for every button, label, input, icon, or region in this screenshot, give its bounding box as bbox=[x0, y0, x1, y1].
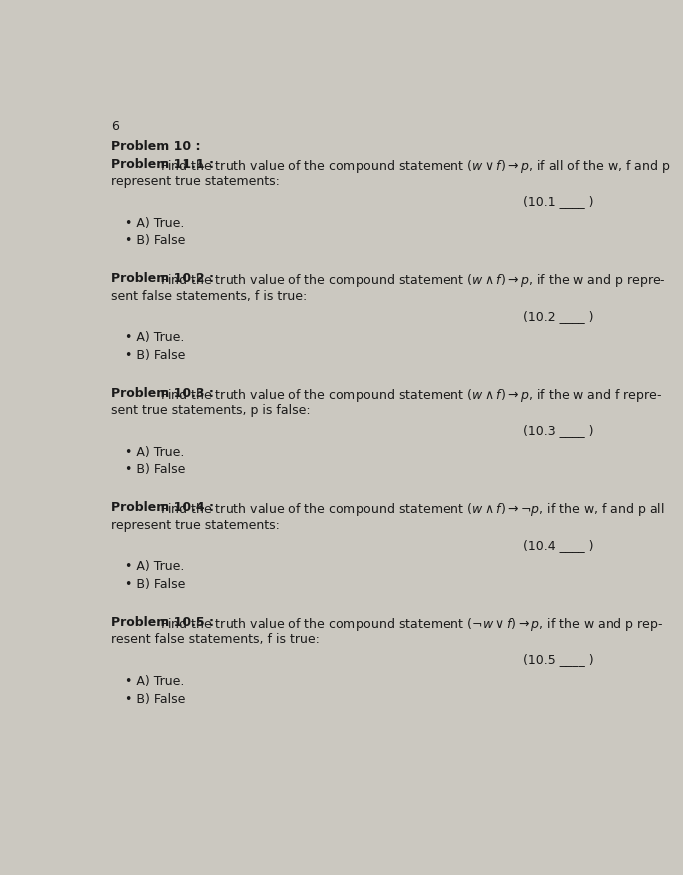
Text: Find the truth value of the compound statement $(w \wedge f) \rightarrow p$, if : Find the truth value of the compound sta… bbox=[160, 272, 666, 289]
Text: • A) True.: • A) True. bbox=[125, 446, 184, 458]
Text: • B) False: • B) False bbox=[125, 578, 186, 591]
Text: Find the truth value of the compound statement $(w \wedge f) \rightarrow \neg p$: Find the truth value of the compound sta… bbox=[160, 501, 665, 518]
Text: • A) True.: • A) True. bbox=[125, 217, 184, 230]
Text: (10.2 ____ ): (10.2 ____ ) bbox=[523, 310, 594, 323]
Text: Problem 10.4 :: Problem 10.4 : bbox=[111, 501, 218, 514]
Text: (10.1 ____ ): (10.1 ____ ) bbox=[523, 195, 594, 208]
Text: sent true statements, p is false:: sent true statements, p is false: bbox=[111, 404, 310, 417]
Text: Problem 10.3 :: Problem 10.3 : bbox=[111, 387, 218, 400]
Text: • A) True.: • A) True. bbox=[125, 675, 184, 688]
Text: resent false statements, f is true:: resent false statements, f is true: bbox=[111, 634, 320, 647]
Text: Find the truth value of the compound statement $(\neg w \vee f) \rightarrow p$, : Find the truth value of the compound sta… bbox=[160, 616, 663, 633]
Text: Problem 10.2 :: Problem 10.2 : bbox=[111, 272, 218, 285]
Text: represent true statements:: represent true statements: bbox=[111, 175, 279, 188]
Text: • B) False: • B) False bbox=[125, 464, 186, 476]
Text: sent false statements, f is true:: sent false statements, f is true: bbox=[111, 290, 307, 303]
Text: (10.5 ____ ): (10.5 ____ ) bbox=[523, 654, 594, 667]
Text: Find the truth value of the compound statement $(w \vee f) \rightarrow p$, if al: Find the truth value of the compound sta… bbox=[160, 158, 671, 174]
Text: Problem 10.5 :: Problem 10.5 : bbox=[111, 616, 218, 629]
Text: • B) False: • B) False bbox=[125, 234, 186, 248]
Text: • A) True.: • A) True. bbox=[125, 561, 184, 573]
Text: represent true statements:: represent true statements: bbox=[111, 519, 279, 532]
Text: • B) False: • B) False bbox=[125, 692, 186, 705]
Text: • A) True.: • A) True. bbox=[125, 332, 184, 345]
Text: Problem 10 :: Problem 10 : bbox=[111, 140, 200, 153]
Text: Find the truth value of the compound statement $(w \wedge f) \rightarrow p$, if : Find the truth value of the compound sta… bbox=[160, 387, 663, 403]
Text: (10.4 ____ ): (10.4 ____ ) bbox=[523, 539, 594, 552]
Text: (10.3 ____ ): (10.3 ____ ) bbox=[523, 424, 594, 438]
Text: Problem 11.1 :: Problem 11.1 : bbox=[111, 158, 218, 171]
Text: • B) False: • B) False bbox=[125, 349, 186, 362]
Text: 6: 6 bbox=[111, 120, 119, 133]
